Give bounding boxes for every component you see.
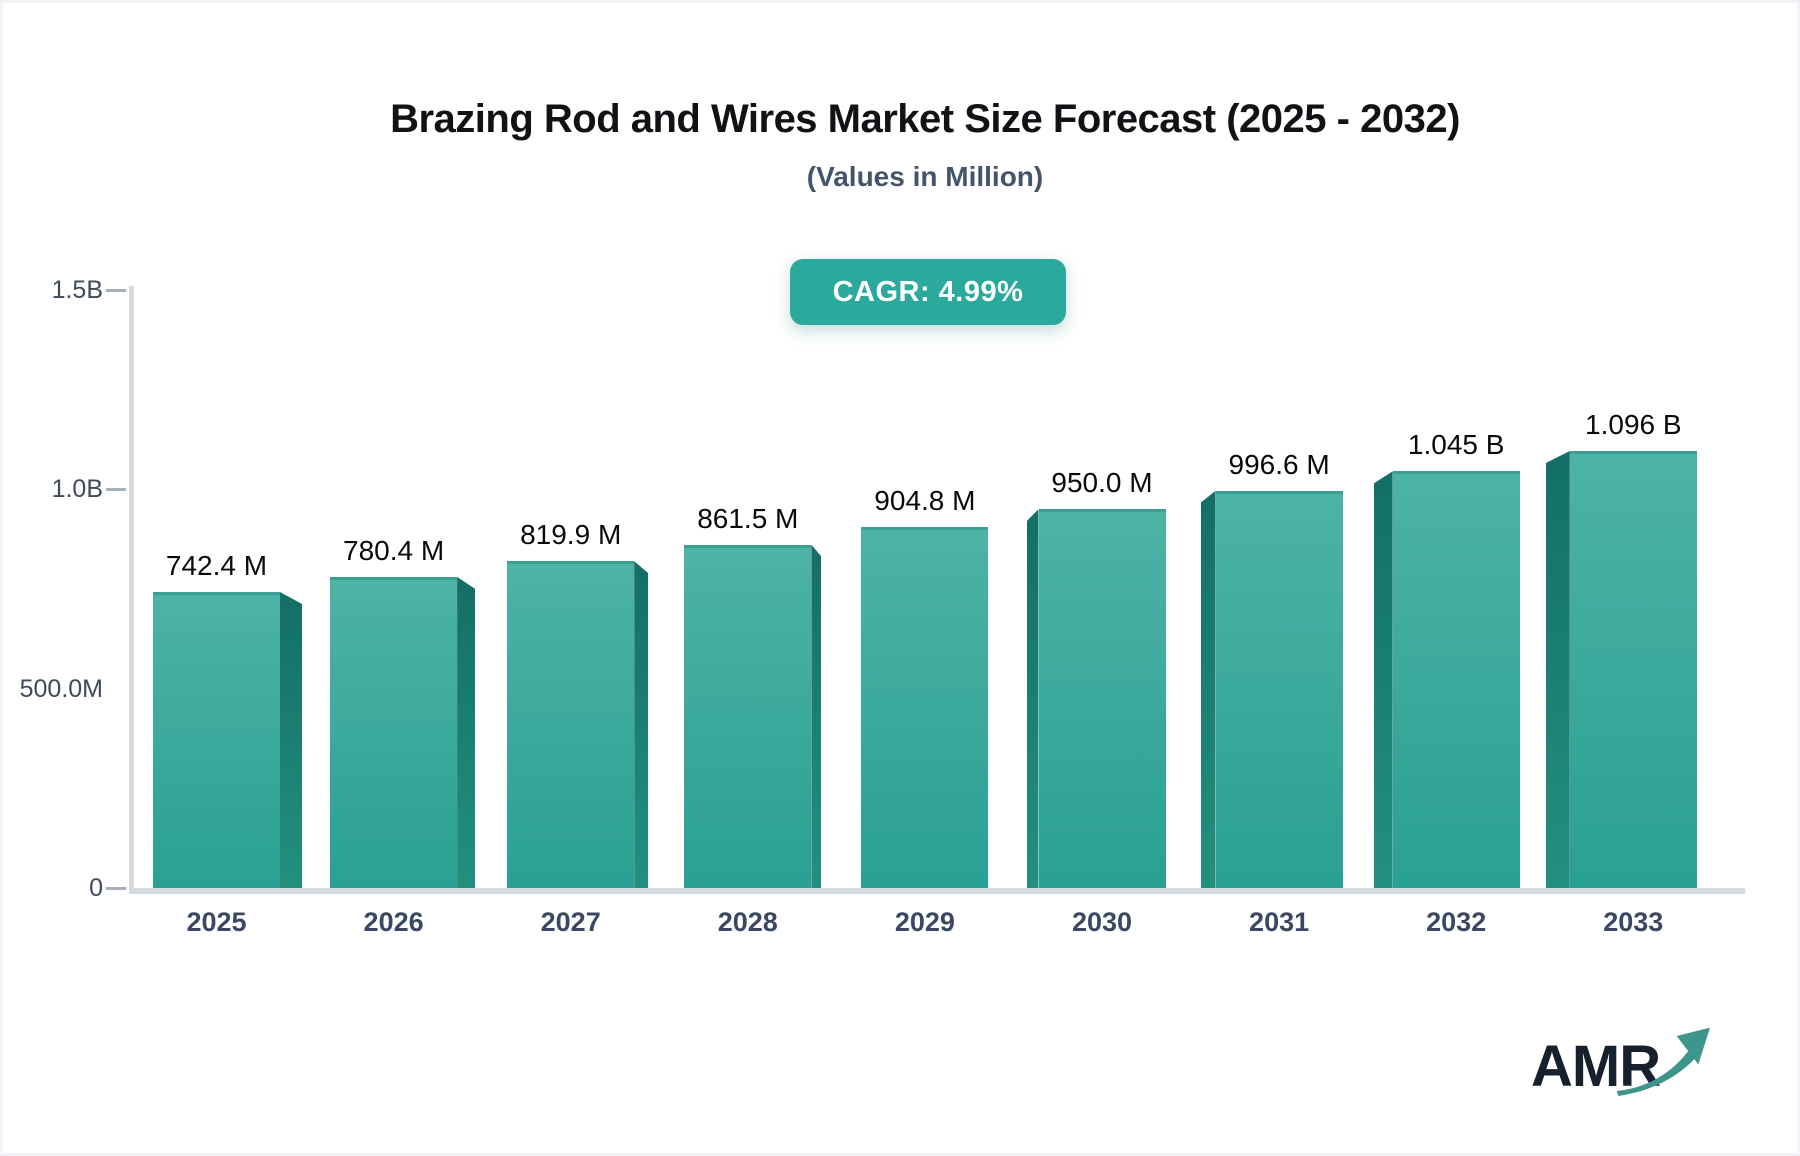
bar-2027[interactable]: [507, 561, 635, 888]
bar-2030[interactable]: [1038, 509, 1166, 888]
bar-2032[interactable]: [1392, 471, 1520, 888]
bar-side-face-2028: [811, 544, 822, 888]
y-tick-dash: [106, 887, 126, 890]
bar-value-label-2031: 996.6 M: [1228, 448, 1330, 480]
bar-side-face-2031: [1200, 490, 1216, 888]
x-axis-label-2033: 2033: [1603, 907, 1664, 937]
bar-side-face-2025: [280, 592, 302, 888]
bar-2026[interactable]: [330, 576, 458, 888]
x-axis-label-2028: 2028: [717, 907, 778, 937]
y-tick-label-500.0M: 500.0M: [19, 674, 103, 703]
bar-value-label-2029: 904.8 M: [874, 485, 976, 517]
bar-value-label-2033: 1.096 B: [1585, 409, 1682, 441]
bar-value-label-2028: 861.5 M: [697, 502, 799, 534]
cagr-badge: CAGR: 4.99%: [790, 259, 1066, 325]
x-axis-label-2032: 2032: [1426, 907, 1487, 937]
x-axis-label-2029: 2029: [894, 907, 955, 937]
x-axis-label-2030: 2030: [1071, 907, 1133, 937]
bar-value-label-2026: 780.4 M: [343, 534, 445, 566]
y-tick-dash: [106, 488, 126, 492]
y-tick-label-1.0B: 1.0B: [51, 475, 103, 504]
y-tick-label-1.5B: 1.5B: [51, 276, 103, 304]
bar-side-face-2030: [1026, 509, 1039, 888]
y-tick-dash: [106, 289, 126, 292]
bar-value-label-2032: 1.045 B: [1407, 429, 1505, 461]
x-axis-label-2025: 2025: [186, 907, 247, 937]
bar-side-face-2032: [1373, 471, 1393, 888]
bar-2033[interactable]: [1569, 451, 1697, 888]
bar-side-face-2026: [457, 576, 476, 888]
x-axis-label-2026: 2026: [363, 907, 424, 937]
cagr-badge-label: CAGR: 4.99%: [832, 275, 1024, 308]
y-axis-line: [129, 286, 134, 894]
bar-2028[interactable]: [684, 544, 812, 888]
bar-value-label-2027: 819.9 M: [520, 519, 622, 551]
x-axis-label-2031: 2031: [1249, 907, 1310, 937]
x-axis-label-2027: 2027: [540, 907, 601, 937]
chart-title: Brazing Rod and Wires Market Size Foreca…: [390, 97, 1460, 141]
bar-value-label-2030: 950.0 M: [1051, 467, 1153, 499]
chart-subtitle: (Values in Million): [806, 161, 1044, 192]
y-tick-label-0: 0: [89, 874, 103, 902]
bar-side-face-2033: [1545, 451, 1570, 888]
bar-2031[interactable]: [1215, 490, 1343, 888]
bar-2025[interactable]: [153, 592, 280, 888]
bar-value-label-2025: 742.4 M: [165, 550, 268, 582]
growth-arrow-icon: [1616, 1027, 1710, 1096]
plot-area: 1.5B 1.0B 500.0M 0 742.4 M 2025 780.4 M 2026 819…: [3, 3, 1797, 1153]
bar-side-face-2027: [634, 561, 649, 888]
bar-2029[interactable]: [861, 527, 989, 888]
x-axis-line: [129, 888, 1745, 894]
